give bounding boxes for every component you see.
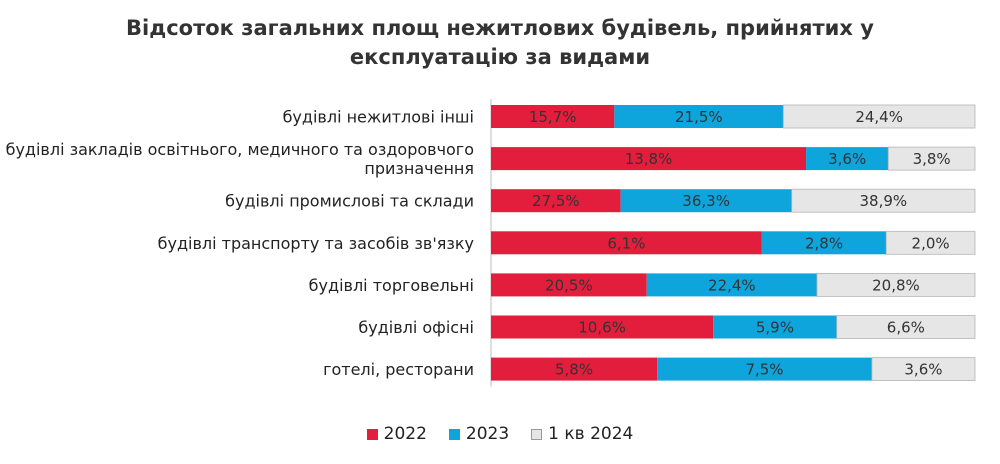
category-label-line: призначення xyxy=(364,159,474,178)
bar-segment-series-2 xyxy=(791,188,976,213)
bar-segment-series-0 xyxy=(491,231,762,255)
chart-title: Відсоток загальних площ нежитлових будів… xyxy=(0,14,1000,72)
category-label: будівлі торговельні xyxy=(309,276,474,295)
category-label-line: будівлі нежитлові інші xyxy=(283,108,474,127)
legend-item-2022: 2022 xyxy=(366,424,427,444)
data-label: 5,9% xyxy=(756,319,794,337)
data-label: 5,8% xyxy=(555,361,593,379)
legend-swatch-2023 xyxy=(448,428,460,440)
bar-segment-series-1 xyxy=(657,357,872,381)
bar-segment-series-1 xyxy=(620,189,792,213)
data-label: 21,5% xyxy=(675,108,723,126)
bar-segment-series-1 xyxy=(806,147,889,171)
category-label: будівлі офісні xyxy=(358,318,474,337)
category-label-line: будівлі закладів освітнього, медичного т… xyxy=(6,140,474,159)
legend-label-2022: 2022 xyxy=(383,424,427,444)
category-label: будівлі закладів освітнього, медичного т… xyxy=(6,140,474,178)
bar-segment-series-2 xyxy=(816,272,976,297)
category-label-line: будівлі офісні xyxy=(358,318,474,337)
data-label: 36,3% xyxy=(682,192,730,210)
category-label: готелі, ресторани xyxy=(323,360,474,379)
legend-label-q1-2024: 1 кв 2024 xyxy=(548,424,634,444)
data-label: 15,7% xyxy=(529,108,577,126)
category-label-line: будівлі промислові та склади xyxy=(225,192,474,211)
data-label: 20,8% xyxy=(872,276,920,294)
data-label: 2,8% xyxy=(805,234,843,252)
legend-swatch-q1-2024 xyxy=(531,428,543,440)
category-label-line: готелі, ресторани xyxy=(323,360,474,379)
data-label: 6,1% xyxy=(607,234,645,252)
bar-segment-series-0 xyxy=(491,147,807,171)
legend: 2022 2023 1 кв 2024 xyxy=(0,424,1000,444)
category-label: будівлі промислові та склади xyxy=(225,192,474,211)
bar-segment-series-0 xyxy=(491,273,647,297)
bar-segment-series-2 xyxy=(836,315,976,339)
category-label: будівлі транспорту та засобів зв'язку xyxy=(158,234,474,253)
bar-segment-series-0 xyxy=(491,357,658,381)
legend-swatch-2022 xyxy=(366,428,378,440)
bar-segment-series-1 xyxy=(761,231,887,255)
data-label: 38,9% xyxy=(860,192,908,210)
bar-segment-series-2 xyxy=(885,230,976,255)
bar-segment-series-2 xyxy=(782,104,976,129)
data-label: 3,8% xyxy=(913,150,951,168)
data-label: 20,5% xyxy=(545,276,593,294)
category-label-line: будівлі торговельні xyxy=(309,276,474,295)
data-label: 3,6% xyxy=(828,150,866,168)
bar-segment-series-0 xyxy=(491,189,621,213)
bar-segment-series-1 xyxy=(614,105,784,128)
legend-item-2023: 2023 xyxy=(448,424,510,444)
bar-segment-series-2 xyxy=(887,146,976,171)
bar-segment-series-1 xyxy=(713,315,837,339)
data-label: 2,0% xyxy=(912,234,950,252)
data-label: 10,6% xyxy=(578,319,626,337)
chart-title-line-1: Відсоток загальних площ нежитлових будів… xyxy=(126,16,874,40)
category-label-line: будівлі транспорту та засобів зв'язку xyxy=(158,234,474,253)
data-label: 3,6% xyxy=(904,361,942,379)
data-label: 22,4% xyxy=(708,276,756,294)
bar-segment-series-2 xyxy=(871,357,976,382)
bar-segment-series-0 xyxy=(491,315,714,339)
data-label: 24,4% xyxy=(855,108,903,126)
data-label: 27,5% xyxy=(532,192,580,210)
bar-segment-series-1 xyxy=(646,273,817,297)
data-label: 13,8% xyxy=(625,150,673,168)
category-label: будівлі нежитлові інші xyxy=(283,108,474,127)
legend-item-q1-2024: 1 кв 2024 xyxy=(531,424,633,444)
data-label: 6,6% xyxy=(887,319,925,337)
data-label: 7,5% xyxy=(745,361,783,379)
chart-title-line-2: експлуатацію за видами xyxy=(349,45,651,69)
legend-label-2023: 2023 xyxy=(465,424,510,444)
bar-segment-series-0 xyxy=(491,105,615,128)
